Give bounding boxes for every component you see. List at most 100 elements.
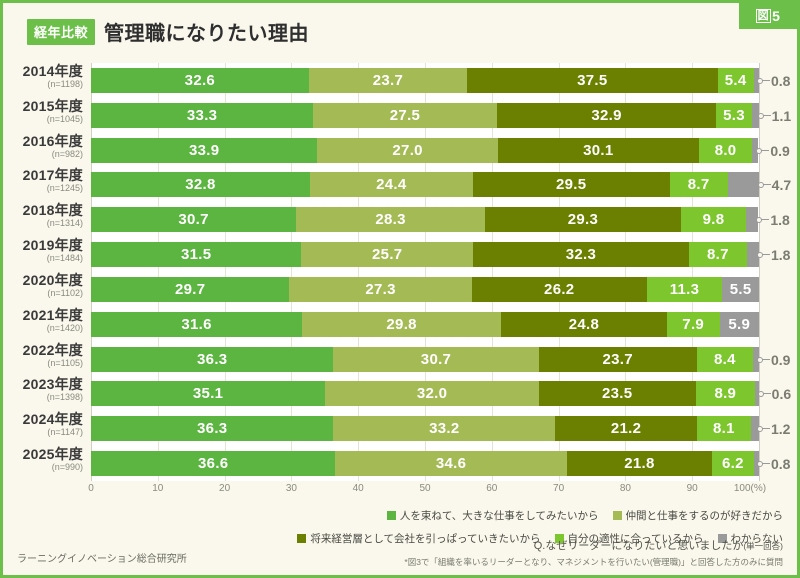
- legend-swatch: [612, 511, 622, 520]
- legend-swatch: [386, 511, 396, 520]
- question-note: Q.なぜリーダーになりたいと思いましたか(単一回答): [404, 537, 783, 553]
- bar-segment: 27.3: [289, 277, 472, 302]
- bar-segment: 29.5: [472, 172, 670, 197]
- bar-segment: 27.0: [317, 138, 498, 163]
- bar-row: 29.7 27.3 26.2 11.3 5.5: [91, 277, 759, 302]
- legend-label: 将来経営層として会社を引っぱっていきたいから: [310, 533, 541, 546]
- bar-segment: 36.3: [91, 347, 334, 372]
- leader-line: [757, 357, 770, 363]
- bar-segment: 21.8: [566, 451, 713, 476]
- gridline: [759, 63, 760, 481]
- bar-segment: 26.2: [471, 277, 647, 302]
- bar-segment: [755, 381, 760, 406]
- bar-row: 36.3 33.2 21.2 8.1 1.2: [91, 416, 790, 441]
- y-axis-label: 2016年度 (n=982): [23, 134, 83, 159]
- x-axis-tick: 20: [219, 483, 231, 494]
- bar-segment: 8.4: [696, 347, 753, 372]
- y-axis-year: 2025年度: [22, 446, 83, 462]
- y-axis-sample-size: (n=1314): [46, 218, 83, 228]
- bar-row: 30.7 28.3 29.3 9.8 1.8: [91, 207, 790, 232]
- y-axis-label: 2019年度 (n=1484): [23, 238, 83, 263]
- y-axis-year: 2024年度: [22, 411, 83, 427]
- outside-value-callout: 0.6: [757, 381, 791, 406]
- gridline: [625, 63, 627, 481]
- stacked-bar: 32.8 24.4 29.5 8.7: [91, 172, 759, 197]
- y-axis-sample-size: (n=1398): [46, 392, 83, 402]
- gridline: [291, 63, 293, 481]
- bar-segment: 5.5: [722, 277, 759, 302]
- bar-row: 31.5 25.7 32.3 8.7 1.8: [91, 242, 790, 267]
- outside-value-callout: 1.1: [757, 103, 792, 128]
- bar-segment: [746, 207, 759, 232]
- leader-line: [757, 182, 771, 188]
- legend-label: 仲間と仕事をするのが好きだから: [625, 510, 784, 522]
- y-axis-sample-size: (n=990): [51, 462, 83, 472]
- y-axis-sample-size: (n=1147): [47, 427, 83, 437]
- outside-value-label: 1.1: [771, 107, 792, 124]
- question-suffix: (単一回答): [743, 541, 783, 551]
- stacked-bar: 31.6 29.8 24.8 7.9 5.9: [91, 312, 759, 337]
- bar-segment: 23.7: [308, 68, 468, 93]
- outside-value-callout: 1.8: [757, 242, 790, 267]
- bar-row: 36.6 34.6 21.8 6.2 0.8: [91, 451, 790, 476]
- bar-segment: 9.8: [680, 207, 747, 232]
- y-axis-year: 2016年度: [22, 133, 83, 149]
- outside-value-label: 0.8: [771, 455, 791, 472]
- legend-label: 人を束ねて、大きな仕事をしてみたいから: [399, 510, 599, 522]
- gridline: [558, 63, 560, 481]
- y-axis-year: 2020年度: [22, 272, 83, 288]
- y-axis-sample-size: (n=1420): [46, 323, 83, 333]
- bar-segment: 32.3: [473, 242, 689, 267]
- stacked-bar: 32.6 23.7 37.5 5.4: [91, 68, 759, 93]
- legend-item: わからない: [717, 532, 784, 547]
- page-title: 管理職になりたい理由: [104, 23, 310, 45]
- y-axis-sample-size: (n=1105): [47, 358, 83, 368]
- leader-line: [756, 148, 770, 154]
- y-axis-year: 2019年度: [22, 237, 83, 253]
- bar-rows: 32.6 23.7 37.5 5.4 0.8 33.3 27.5 32.9 5.3 1.1 33.9…: [91, 63, 791, 481]
- outside-value-callout: 1.8: [756, 207, 790, 232]
- x-axis-tick: 30: [285, 483, 297, 494]
- stacked-bar: 33.9 27.0 30.1 8.0: [91, 138, 759, 163]
- stacked-bar: 36.3 30.7 23.7 8.4: [91, 347, 759, 372]
- y-axis-year: 2021年度: [22, 307, 83, 323]
- gridline: [425, 63, 426, 481]
- figure-tag-kanji: 図: [755, 9, 772, 23]
- y-axis-year: 2022年度: [22, 342, 83, 358]
- y-axis-year: 2017年度: [22, 167, 83, 183]
- bar-segment: 36.3: [91, 416, 334, 441]
- y-axis-labels: 2014年度 (n=1198) 2015年度 (n=1045) 2016年度 (n=982…: [3, 63, 91, 481]
- bar-row: 36.3 30.7 23.7 8.4 0.9: [91, 347, 790, 372]
- outside-value-callout: 0.8: [757, 451, 791, 476]
- bar-row: 32.6 23.7 37.5 5.4 0.8: [91, 68, 790, 93]
- legend-swatch: [297, 534, 307, 544]
- bar-segment: 24.4: [309, 172, 473, 197]
- x-axis-tick: 10: [152, 483, 164, 494]
- gridline: [224, 63, 226, 481]
- y-axis-sample-size: (n=1245): [46, 183, 83, 193]
- bar-row: 33.9 27.0 30.1 8.0 0.9: [91, 138, 790, 163]
- stacked-bar: 31.5 25.7 32.3 8.7: [91, 242, 759, 267]
- bar-segment: [751, 103, 760, 128]
- bar-segment: 8.1: [696, 416, 751, 441]
- bar-segment: 6.2: [712, 451, 754, 476]
- bar-segment: 32.9: [496, 103, 717, 128]
- y-axis-label: 2024年度 (n=1147): [23, 412, 83, 437]
- bar-segment: 33.2: [333, 416, 556, 441]
- y-axis-label: 2023年度 (n=1398): [23, 377, 83, 402]
- legend-row-top: 人を束ねて、大きな仕事をしてみたいから 仲間と仕事をするのが好きだから: [3, 503, 783, 526]
- bar-segment: 31.6: [91, 312, 303, 337]
- x-axis-tick: 60: [486, 483, 498, 494]
- x-axis-tick: 50: [419, 483, 431, 494]
- y-axis-label: 2018年度 (n=1314): [23, 203, 83, 228]
- legend-label: わからない: [730, 533, 784, 546]
- bar-segment: 32.6: [91, 68, 309, 93]
- bar-segment: 5.4: [717, 68, 754, 93]
- gridline: [358, 63, 360, 481]
- bar-segment: 29.8: [302, 312, 502, 337]
- bar-row: 31.6 29.8 24.8 7.9 5.9: [91, 312, 759, 337]
- bar-segment: 37.5: [467, 68, 718, 93]
- bar-segment: 8.0: [698, 138, 753, 163]
